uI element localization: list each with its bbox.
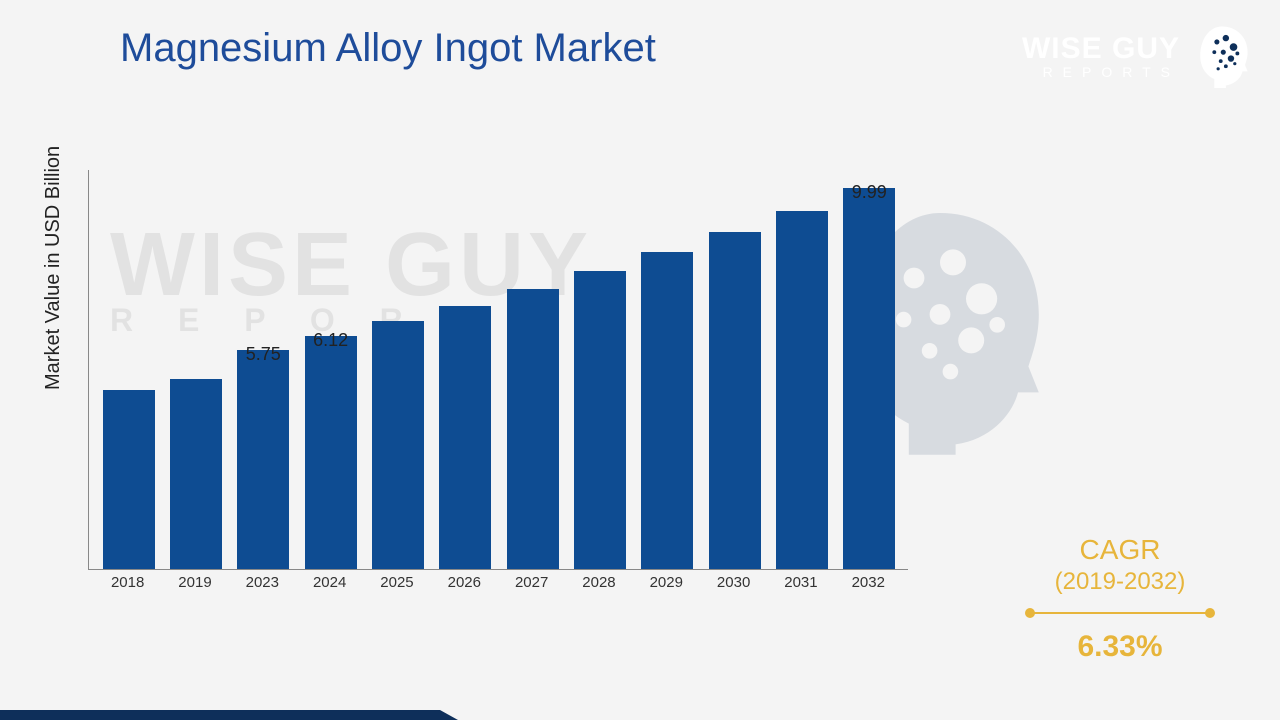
bar [507, 289, 559, 569]
cagr-value: 6.33% [1000, 630, 1240, 664]
x-tick-label: 2030 [706, 574, 761, 591]
x-tick-label: 2023 [235, 574, 290, 591]
x-tick-label: 2018 [100, 574, 155, 591]
bar-slot [707, 232, 762, 569]
bar-slot [168, 379, 223, 569]
y-axis-label: Market Value in USD Billion [42, 146, 65, 390]
bar [372, 321, 424, 569]
bar [776, 211, 828, 569]
x-tick-label: 2026 [437, 574, 492, 591]
bar [641, 252, 693, 569]
bar [237, 350, 289, 569]
bottom-accent-bar [0, 710, 440, 720]
brand-head-icon [1190, 24, 1254, 88]
x-tick-label: 2031 [773, 574, 828, 591]
x-tick-label: 2029 [639, 574, 694, 591]
x-tick-label: 2027 [504, 574, 559, 591]
chart-title: Magnesium Alloy Ingot Market [120, 26, 656, 71]
bar-chart: 5.756.12 9.99 2018 2019 2023 2024 2025 2026 202… [88, 170, 908, 610]
brand-name-bottom: REPORTS [1022, 64, 1180, 80]
bar [709, 232, 761, 569]
x-tick-label: 2032 [841, 574, 896, 591]
bar-slot: 5.75 [236, 350, 291, 569]
x-tick-label: 2024 [302, 574, 357, 591]
bar-slot [774, 211, 829, 569]
bar-slot [505, 289, 560, 569]
bar [103, 390, 155, 569]
x-tick-label: 2019 [167, 574, 222, 591]
bar-slot [572, 271, 627, 569]
bar-slot [101, 390, 156, 569]
cagr-title: CAGR [1000, 534, 1240, 566]
bar [305, 336, 357, 569]
bar [170, 379, 222, 569]
bar [843, 188, 895, 569]
bar-slot [438, 306, 493, 569]
cagr-years: (2019-2032) [1000, 568, 1240, 596]
bars-container: 5.756.12 9.99 [89, 169, 909, 569]
cagr-block: CAGR (2019-2032) 6.33% [1000, 534, 1240, 664]
bar-slot: 6.12 [303, 336, 358, 569]
plot-area: 5.756.12 9.99 [88, 170, 908, 570]
x-tick-label: 2028 [571, 574, 626, 591]
bottom-accent-tri [440, 710, 458, 720]
brand-logo: WISE GUY REPORTS [1022, 24, 1254, 88]
x-axis-labels: 2018 2019 2023 2024 2025 2026 2027 2028 2029 2030… [88, 574, 908, 591]
bar-slot: 9.99 [842, 188, 897, 569]
x-tick-label: 2025 [369, 574, 424, 591]
bar [574, 271, 626, 569]
bar-slot [640, 252, 695, 569]
brand-name-top: WISE GUY [1022, 32, 1180, 66]
cagr-divider [1030, 612, 1210, 614]
bar [439, 306, 491, 569]
report-card: WISE GUY R E P O R T S WISE GUY REPORTS [0, 0, 1280, 720]
bar-slot [370, 321, 425, 569]
